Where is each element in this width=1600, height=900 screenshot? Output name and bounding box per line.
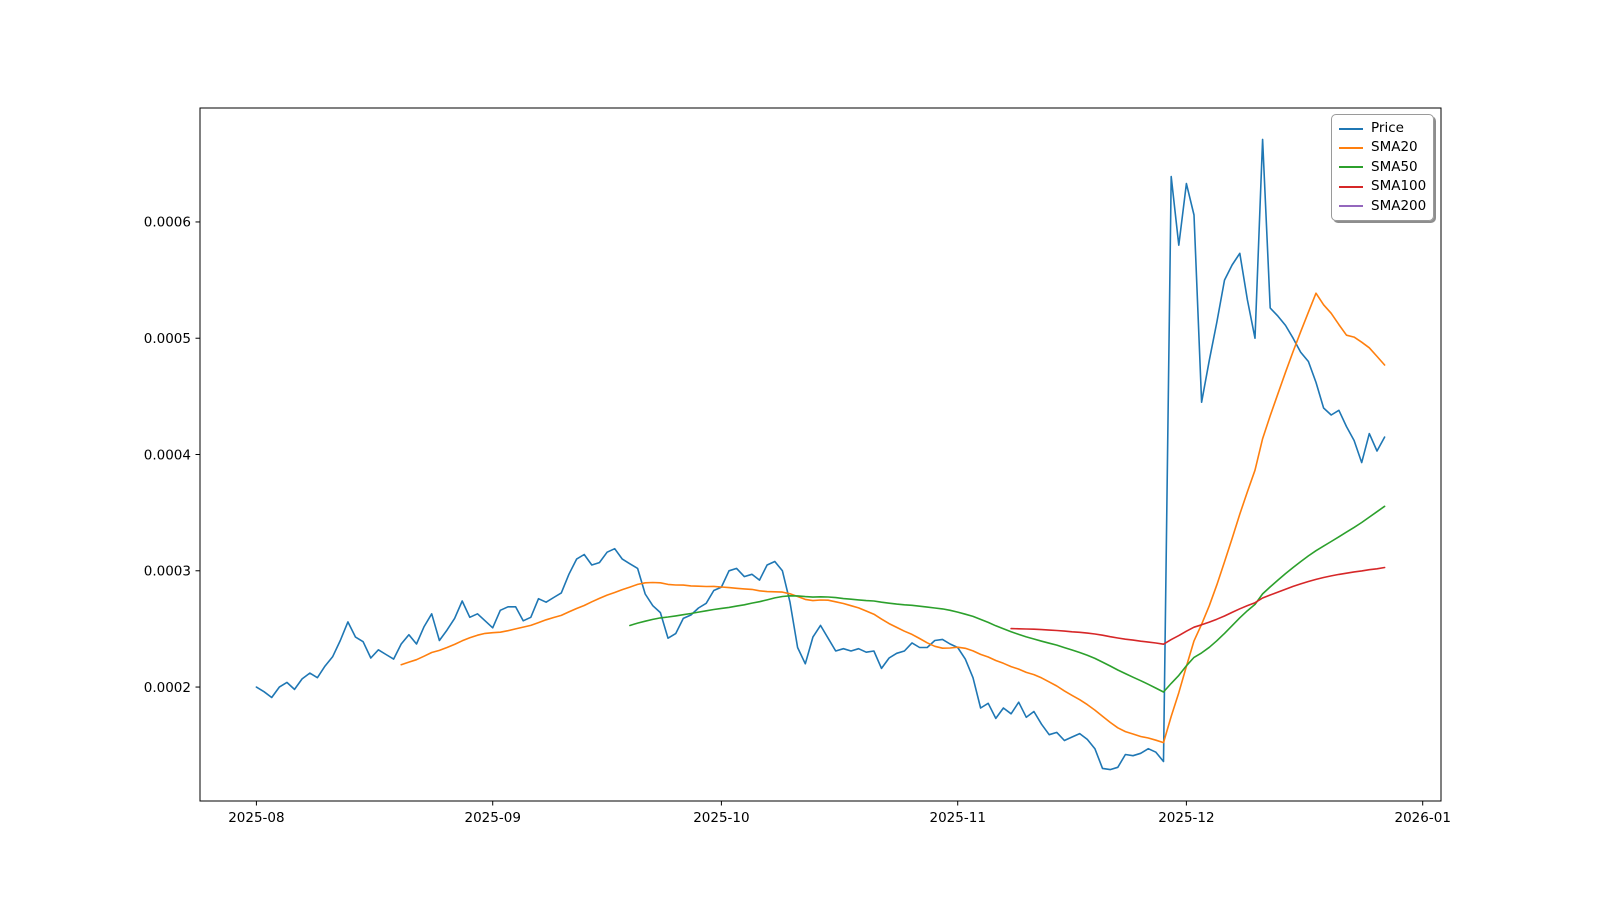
legend-label-sma50: SMA50 bbox=[1371, 158, 1418, 175]
x-tick-label: 2025-08 bbox=[228, 810, 284, 826]
legend-line-sample-sma100 bbox=[1339, 185, 1363, 188]
legend-entry-price: Price bbox=[1339, 119, 1426, 138]
legend-label-price: Price bbox=[1371, 119, 1404, 136]
x-tick-label: 2025-10 bbox=[693, 810, 749, 826]
y-tick-label: 0.0006 bbox=[144, 215, 191, 231]
legend: Price SMA20 SMA50 SMA100 SMA200 bbox=[1331, 114, 1435, 221]
series-line-price bbox=[255, 138, 1386, 771]
legend-label-sma200: SMA200 bbox=[1371, 197, 1427, 214]
series-line-sma50 bbox=[629, 505, 1386, 693]
series-line-sma20 bbox=[400, 292, 1386, 744]
series-line-sma100 bbox=[1010, 566, 1386, 646]
legend-line-sample-sma200 bbox=[1339, 205, 1363, 208]
legend-label-sma20: SMA20 bbox=[1371, 139, 1418, 156]
y-tick-label: 0.0002 bbox=[144, 680, 191, 696]
legend-entry-sma20: SMA20 bbox=[1339, 138, 1426, 157]
legend-line-sample-sma20 bbox=[1339, 147, 1363, 150]
legend-line-sample-sma50 bbox=[1339, 166, 1363, 169]
x-tick-label: 2025-12 bbox=[1158, 810, 1214, 826]
x-tick-label: 2025-11 bbox=[930, 810, 986, 826]
legend-entry-sma50: SMA50 bbox=[1339, 158, 1426, 177]
legend-label-sma100: SMA100 bbox=[1371, 178, 1427, 195]
y-tick-label: 0.0003 bbox=[144, 564, 191, 580]
y-tick-label: 0.0004 bbox=[144, 447, 191, 463]
y-tick-label: 0.0005 bbox=[144, 331, 191, 347]
legend-line-sample-price bbox=[1339, 127, 1363, 130]
axes-spines bbox=[199, 107, 1442, 802]
x-tick-label: 2026-01 bbox=[1395, 810, 1451, 826]
legend-entry-sma200: SMA200 bbox=[1339, 197, 1426, 216]
legend-entry-sma100: SMA100 bbox=[1339, 177, 1426, 196]
x-tick-label: 2025-09 bbox=[465, 810, 521, 826]
